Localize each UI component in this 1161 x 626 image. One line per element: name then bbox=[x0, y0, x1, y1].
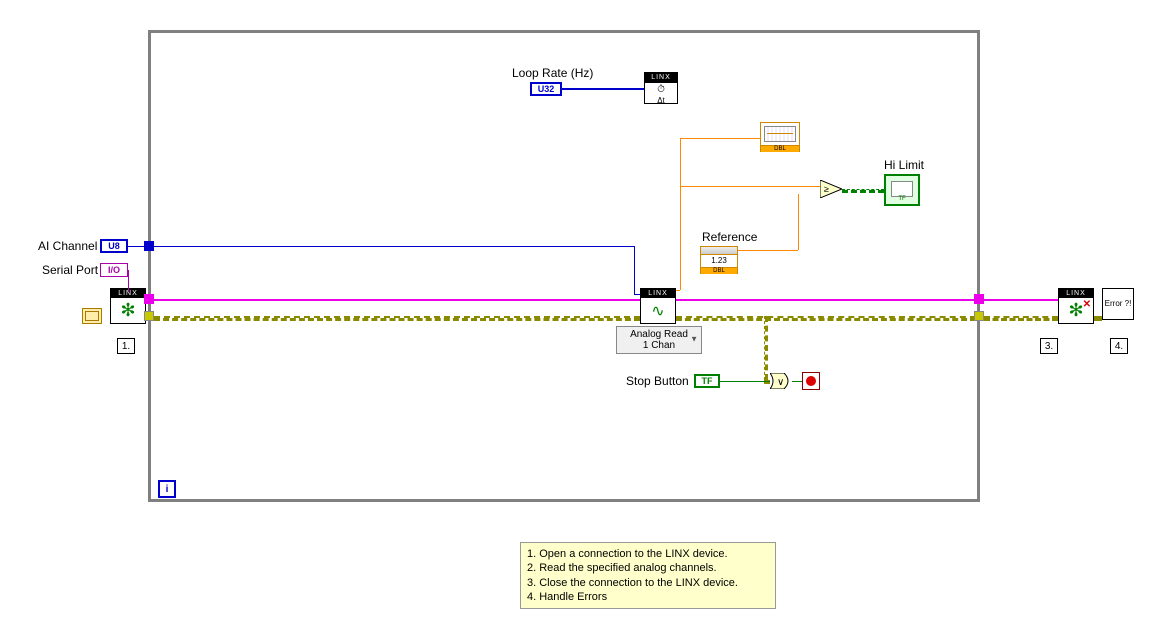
waveform-chart-indicator[interactable]: DBL bbox=[760, 122, 800, 152]
numeric-value: 1.23 bbox=[701, 255, 737, 265]
tunnel-err-out bbox=[974, 311, 984, 321]
svg-text:∨: ∨ bbox=[777, 377, 784, 388]
linx-header-icon: LINX bbox=[1058, 288, 1094, 298]
reference-label: Reference bbox=[702, 230, 757, 244]
error-handler-text: Error ?! bbox=[1105, 300, 1132, 308]
wire-bool-hilimit bbox=[842, 189, 884, 193]
wire-err-close-handler bbox=[1094, 316, 1102, 321]
ai-channel-label: AI Channel bbox=[38, 239, 97, 253]
wire-serial-v bbox=[128, 270, 129, 292]
while-loop bbox=[148, 30, 980, 502]
wire-err-branch-v bbox=[764, 316, 768, 380]
ai-channel-control[interactable]: U8 bbox=[100, 239, 128, 253]
numeric-type-label: DBL bbox=[701, 267, 737, 274]
linx-close-vi[interactable]: LINX ✻✕ bbox=[1058, 288, 1094, 324]
poly-line1: Analog Read bbox=[621, 329, 697, 340]
poly-line2: 1 Chan bbox=[621, 340, 697, 351]
wire-stop-h bbox=[720, 381, 770, 382]
linx-header-icon: LINX bbox=[640, 288, 676, 298]
note-l1: 1. Open a connection to the LINX device. bbox=[527, 547, 769, 561]
wire-res-3 bbox=[676, 299, 976, 301]
or-gate[interactable]: ∨ bbox=[770, 373, 792, 389]
compare-ge-node[interactable]: ≥ bbox=[820, 180, 842, 198]
serial-port-control[interactable]: I/O bbox=[100, 263, 128, 277]
note-l4: 4. Handle Errors bbox=[527, 590, 769, 604]
wire-looprate bbox=[562, 88, 644, 90]
chart-plot-icon bbox=[764, 126, 796, 142]
chevron-down-icon: ▼ bbox=[690, 336, 698, 345]
linx-analog-read-vi[interactable]: LINX ∿ bbox=[640, 288, 676, 324]
step-marker-1: 1. bbox=[117, 338, 135, 354]
wire-out-h1 bbox=[676, 290, 680, 291]
stop-button-control[interactable]: TF bbox=[694, 374, 720, 388]
bool-type-label: TF bbox=[886, 196, 918, 204]
wire-ai-2 bbox=[154, 246, 634, 247]
visa-resource-icon bbox=[82, 308, 102, 324]
wire-out-chart bbox=[680, 138, 760, 139]
wire-res-2 bbox=[154, 299, 640, 301]
wire-out-num-v2 bbox=[738, 250, 739, 251]
linx-open-vi[interactable]: LINX ✻ bbox=[110, 288, 146, 324]
wire-err-2 bbox=[154, 316, 640, 321]
iteration-terminal: i bbox=[158, 480, 176, 498]
loop-rate-control[interactable]: U32 bbox=[530, 82, 562, 96]
linx-header-icon: LINX bbox=[645, 73, 677, 83]
wire-out-v1 bbox=[680, 138, 681, 290]
wire-out-num-h2 bbox=[738, 250, 798, 251]
tunnel-err-in bbox=[144, 311, 154, 321]
simple-error-handler-vi[interactable]: Error ?! bbox=[1102, 288, 1134, 320]
step-marker-4: 4. bbox=[1110, 338, 1128, 354]
tunnel-res-in bbox=[144, 294, 154, 304]
polymorphic-selector[interactable]: Analog Read 1 Chan ▼ bbox=[616, 326, 702, 354]
serial-port-label: Serial Port bbox=[42, 263, 98, 277]
block-diagram-canvas: i Loop Rate (Hz) U32 LINX ⏱Δt AI Channel… bbox=[0, 0, 1161, 626]
step-marker-3: 3. bbox=[1040, 338, 1058, 354]
clock-icon: ⏱Δt bbox=[645, 83, 677, 106]
wire-err-4 bbox=[984, 316, 1058, 321]
wire-ai-3 bbox=[634, 246, 635, 294]
analog-wave-icon: ∿ bbox=[651, 301, 664, 321]
linx-close-icon: ✻ bbox=[1068, 300, 1083, 321]
wire-res-4 bbox=[984, 299, 1058, 301]
comment-note: 1. Open a connection to the LINX device.… bbox=[520, 542, 776, 609]
close-x-icon: ✕ bbox=[1083, 299, 1091, 310]
linx-open-icon: ✻ bbox=[120, 300, 135, 321]
wire-out-cmp bbox=[680, 186, 820, 187]
wire-err-3 bbox=[676, 316, 976, 321]
loop-stop-condition[interactable] bbox=[802, 372, 820, 390]
compare-glyph: ≥ bbox=[824, 184, 829, 194]
tunnel-ai-in bbox=[144, 241, 154, 251]
wire-or-stop bbox=[792, 381, 802, 382]
stop-button-label: Stop Button bbox=[626, 374, 689, 388]
hi-limit-label: Hi Limit bbox=[884, 158, 924, 172]
chart-type-label: DBL bbox=[761, 145, 799, 152]
wire-out-num-v bbox=[798, 194, 799, 250]
tunnel-res-out bbox=[974, 294, 984, 304]
loop-rate-label: Loop Rate (Hz) bbox=[512, 66, 593, 80]
hi-limit-indicator[interactable]: TF bbox=[884, 174, 920, 206]
note-l3: 3. Close the connection to the LINX devi… bbox=[527, 576, 769, 590]
reference-numeric-indicator[interactable]: 1.23 DBL bbox=[700, 246, 738, 274]
note-l2: 2. Read the specified analog channels. bbox=[527, 561, 769, 575]
stop-dot-icon bbox=[806, 376, 816, 386]
loop-rate-vi[interactable]: LINX ⏱Δt bbox=[644, 72, 678, 104]
